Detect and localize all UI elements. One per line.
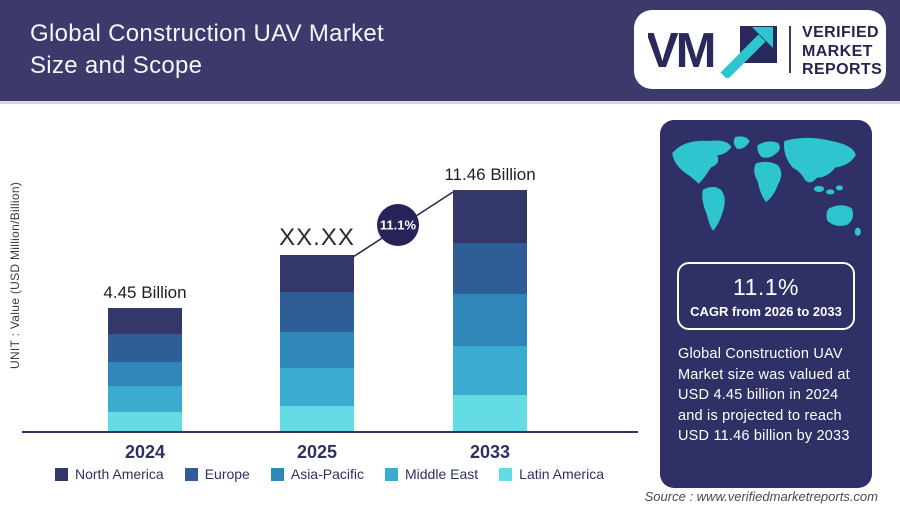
bar-segment-asia-pacific — [280, 332, 354, 368]
bar-segment-europe — [108, 334, 182, 362]
legend-label: Europe — [204, 466, 250, 482]
stacked-bar-2025 — [280, 255, 354, 432]
legend-label: Latin America — [519, 466, 604, 482]
bar-segment-europe — [453, 243, 527, 294]
legend-item-middle-east: Middle East — [385, 466, 478, 482]
cagr-caption: CAGR from 2026 to 2033 — [690, 303, 842, 319]
legend-label: Middle East — [405, 466, 479, 482]
page-title: Global Construction UAV Market Size and … — [30, 18, 384, 82]
bar-segment-north-america — [453, 190, 527, 243]
legend-item-asia-pacific: Asia-Pacific — [270, 466, 364, 482]
x-axis-line — [22, 431, 638, 433]
bar-segment-north-america — [108, 308, 182, 334]
logo-wordmark: VERIFIED MARKET REPORTS — [802, 24, 882, 80]
legend-item-europe: Europe — [184, 466, 250, 482]
legend-item-latin-america: Latin America — [499, 466, 604, 482]
bar-segment-middle-east — [453, 346, 527, 395]
legend-swatch-icon — [385, 467, 398, 481]
bar-value-label-2033: 11.46 Billion — [444, 165, 536, 184]
logo-wordmark-line: MARKET — [802, 42, 873, 60]
chart-legend: North America Europe Asia-Pacific Middle Ea… — [55, 466, 604, 482]
bar-value-label-2025: XX.XX — [279, 224, 355, 251]
legend-swatch-icon — [55, 467, 68, 481]
stacked-bar-2024 — [108, 308, 182, 432]
stacked-bar-2033 — [453, 190, 527, 432]
legend-swatch-icon — [270, 467, 284, 481]
bar-segment-latin-america — [280, 406, 354, 432]
bar-segment-asia-pacific — [453, 294, 527, 346]
market-summary-text: Global Construction UAV Market size was … — [678, 346, 850, 445]
legend-swatch-icon — [499, 467, 513, 481]
cagr-callout: 11.1% CAGR from 2026 to 2033 — [677, 262, 855, 330]
cagr-badge-label: 11.1% — [380, 218, 417, 233]
legend-item-north-america: North America — [55, 466, 164, 482]
logo-divider — [789, 26, 791, 73]
x-tick-label-2024: 2024 — [124, 442, 166, 462]
bar-segment-asia-pacific — [108, 362, 182, 386]
cagr-value: 11.1% — [732, 273, 799, 300]
header-band: Global Construction UAV Market Size and … — [0, 0, 900, 104]
vmr-logo-icon: VM — [648, 24, 777, 78]
bar-segment-latin-america — [108, 412, 182, 432]
page-title-line1: Global Construction UAV Market — [30, 20, 385, 47]
x-tick-label-2033: 2033 — [469, 442, 511, 462]
logo-wordmark-line: REPORTS — [802, 61, 883, 79]
legend-swatch-icon — [184, 467, 198, 481]
bar-segment-middle-east — [108, 386, 182, 412]
x-tick-label-2025: 2025 — [296, 442, 338, 462]
svg-text:VM: VM — [648, 24, 714, 78]
cagr-badge-circle — [377, 204, 419, 246]
y-axis-label: UNIT : Value (USD Million/Billion) — [8, 181, 22, 369]
legend-label: North America — [75, 466, 164, 482]
page-title-line2: Size and Scope — [30, 51, 203, 79]
bar-segment-latin-america — [453, 395, 527, 432]
legend-label: Asia-Pacific — [290, 466, 364, 482]
world-map-icon — [664, 130, 868, 258]
logo-wordmark-line: VERIFIED — [802, 24, 879, 41]
bar-segment-europe — [280, 292, 354, 332]
bar-segment-north-america — [280, 255, 354, 292]
bar-value-label-2024: 4.45 Billion — [103, 283, 187, 302]
bar-segment-middle-east — [280, 368, 354, 406]
source-attribution: Source : www.verifiedmarketreports.com — [644, 489, 878, 504]
vmr-logo: VM VERIFIED MARKET REPORTS — [634, 10, 886, 89]
summary-panel: 11.1% CAGR from 2026 to 2033 Global Cons… — [660, 120, 872, 488]
